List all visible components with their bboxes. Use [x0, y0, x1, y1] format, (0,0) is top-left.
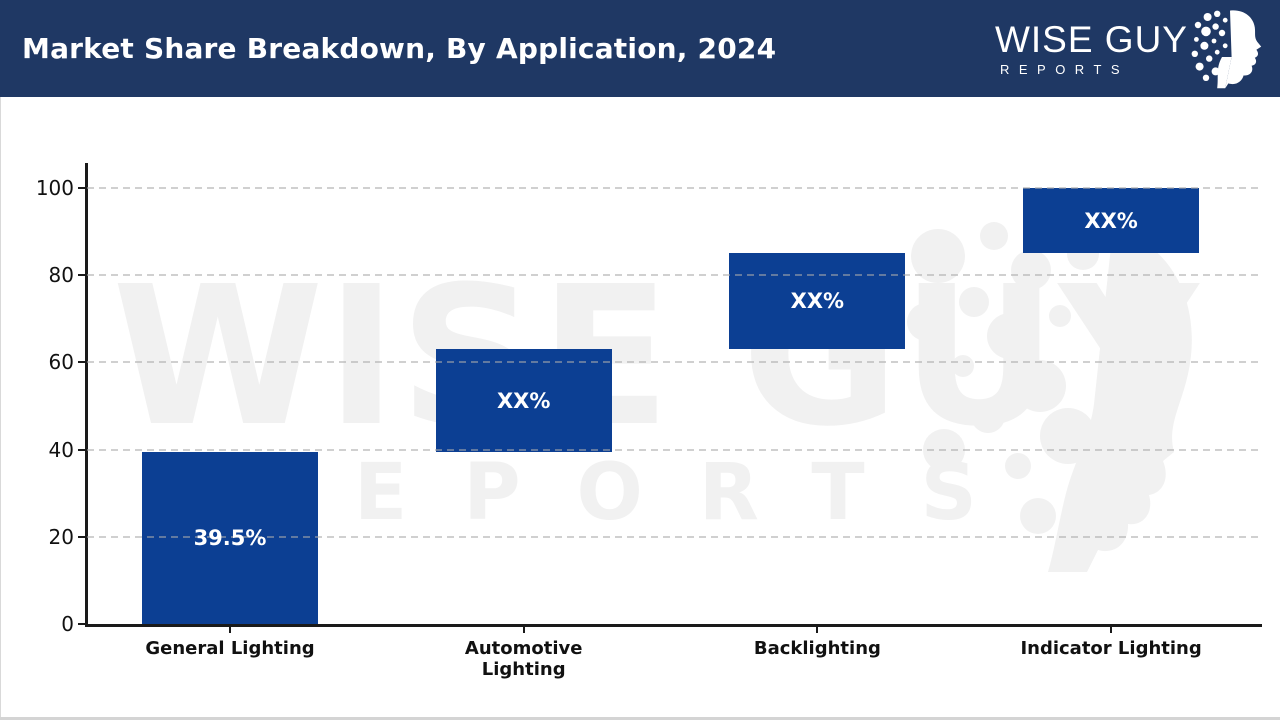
- gridline: [87, 187, 1262, 189]
- logo-head-icon: [1191, 9, 1262, 88]
- x-tick-label: General Lighting: [145, 638, 315, 659]
- bar-segment: [1023, 188, 1200, 254]
- y-axis-line: [85, 163, 88, 626]
- bar-segment: [142, 451, 318, 624]
- y-tick-label: 40: [48, 437, 74, 462]
- gridline: [87, 448, 1262, 451]
- gridline: [87, 535, 1262, 538]
- bar-value-label: XX%: [790, 289, 845, 314]
- y-tick-mark: [78, 274, 87, 277]
- x-tick-label: Automotive Lighting: [464, 638, 583, 680]
- x-axis-line: [85, 624, 1262, 627]
- gridline: [87, 361, 1262, 364]
- watermark-head-icon: [907, 222, 1192, 572]
- x-tick-mark: [816, 626, 819, 633]
- logo-wordmark: WISE GUY: [994, 18, 1188, 60]
- y-tick-mark: [78, 448, 87, 451]
- bar-value-label: XX%: [1084, 208, 1138, 233]
- y-tick-label: 100: [35, 176, 74, 200]
- x-tick-mark: [229, 626, 231, 633]
- left-edge-line: [0, 97, 1, 720]
- bottom-edge-line: [0, 717, 1280, 720]
- y-tick-mark: [78, 187, 87, 189]
- y-tick-mark: [78, 535, 87, 538]
- bar-segment: [435, 349, 612, 452]
- y-tick-mark: [78, 361, 87, 364]
- bar-segment: [729, 253, 906, 350]
- y-tick-label: 0: [61, 612, 74, 636]
- y-tick-mark: [78, 623, 87, 625]
- header-band: Market Share Breakdown, By Application, …: [0, 0, 1280, 97]
- y-tick-label: 60: [48, 350, 74, 375]
- y-tick-label: 80: [48, 263, 74, 288]
- chart-title: Market Share Breakdown, By Application, …: [22, 32, 777, 65]
- bar-value-label: 39.5%: [193, 525, 267, 550]
- logo-subtext: REPORTS: [999, 61, 1130, 77]
- x-tick-label: Backlighting: [753, 638, 881, 659]
- bar-value-label: XX%: [496, 388, 551, 413]
- x-tick-label: Indicator Lighting: [1020, 638, 1202, 659]
- gridline: [87, 274, 1262, 277]
- x-tick-mark: [1110, 626, 1113, 633]
- x-tick-mark: [522, 626, 525, 633]
- brand-logo: WISE GUY REPORTS: [995, 6, 1280, 92]
- y-tick-label: 20: [48, 524, 74, 549]
